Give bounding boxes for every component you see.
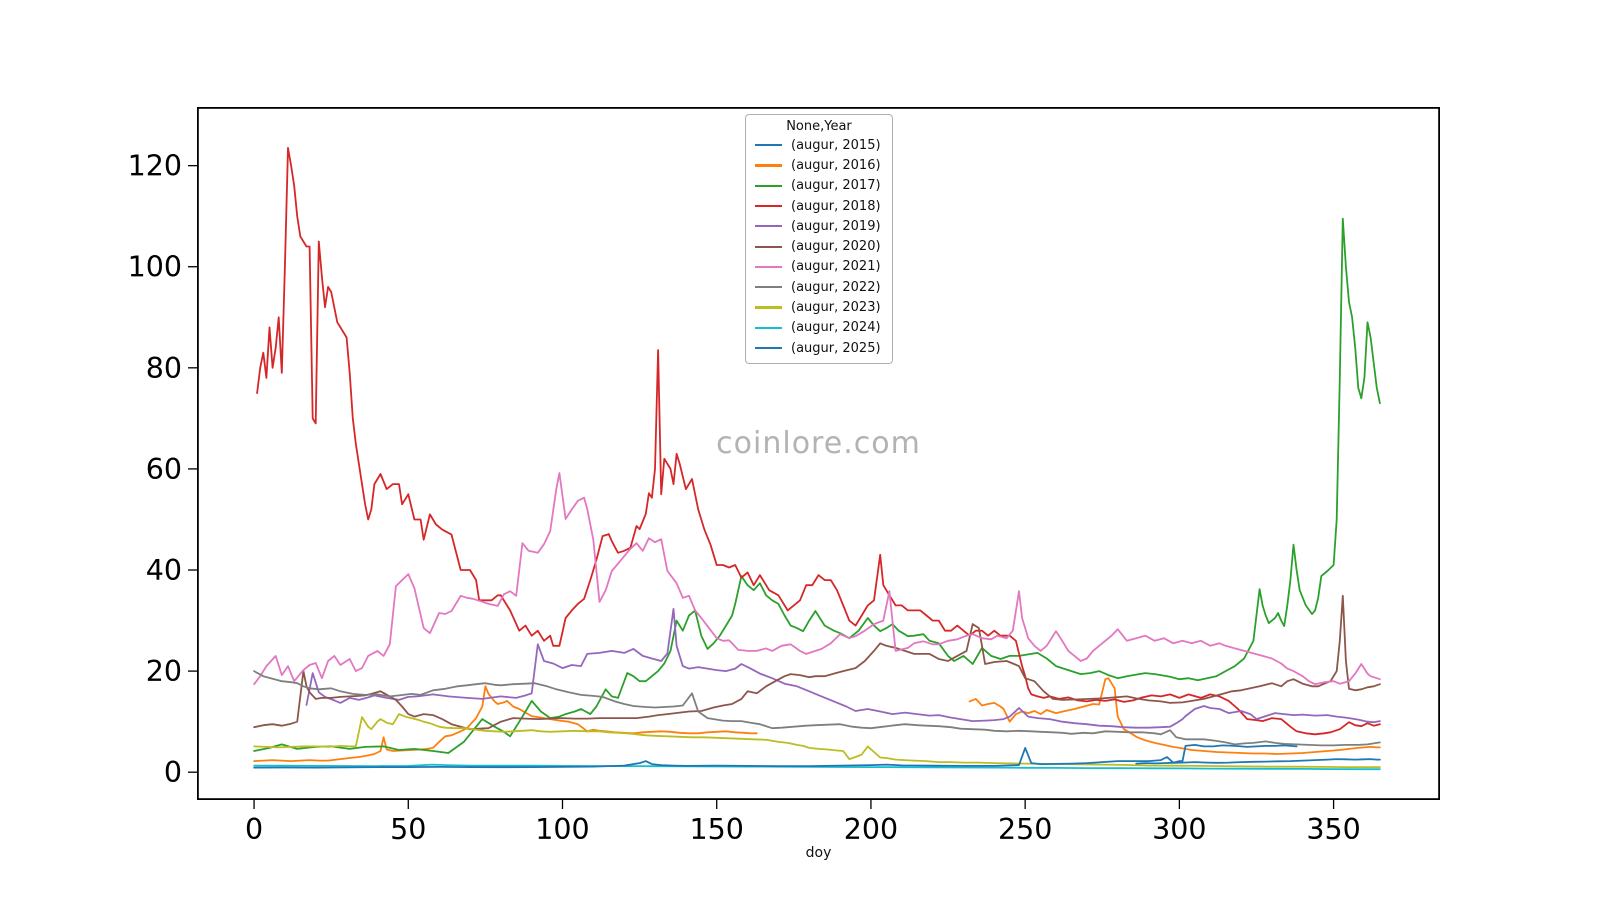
y-tick-label: 100 xyxy=(128,251,182,284)
legend-entry-2024: (augur, 2024) xyxy=(746,318,892,338)
legend-line-swatch xyxy=(755,184,782,187)
x-tick-label: 200 xyxy=(844,813,898,846)
legend-label: (augur, 2022) xyxy=(791,279,881,295)
series-line-2021 xyxy=(253,472,1381,686)
legend-entry-2019: (augur, 2019) xyxy=(746,216,892,236)
legend-entry-2017: (augur, 2017) xyxy=(746,176,892,196)
legend-label: (augur, 2025) xyxy=(791,340,881,356)
legend-label: (augur, 2018) xyxy=(791,198,881,214)
legend-entry-2020: (augur, 2020) xyxy=(746,236,892,256)
x-tick-label: 300 xyxy=(1152,813,1206,846)
series-line-2022 xyxy=(253,670,1381,747)
line-chart-plot-area: 0 50 100 150 200 250 300 350 0 20 40 60 80 100 120 xyxy=(128,106,1440,846)
series-line-2020 xyxy=(253,594,1381,731)
x-tick-label: 250 xyxy=(998,813,1052,846)
legend-entry-2021: (augur, 2021) xyxy=(746,257,892,277)
legend-line-swatch xyxy=(755,286,782,289)
plot-border xyxy=(196,106,1440,801)
legend-line-swatch xyxy=(755,245,782,248)
series-line-2025 xyxy=(253,744,1298,769)
legend-line-swatch xyxy=(755,326,782,329)
series-line-2016 xyxy=(253,685,758,762)
series-group xyxy=(253,147,1381,771)
legend-line-swatch xyxy=(755,347,782,350)
x-axis-label: doy xyxy=(805,845,832,861)
legend-entry-2015: (augur, 2015) xyxy=(746,135,892,155)
x-tick-label: 150 xyxy=(690,813,744,846)
legend-entry-2022: (augur, 2022) xyxy=(746,277,892,297)
legend-label: (augur, 2021) xyxy=(791,259,881,275)
x-tick-label: 0 xyxy=(245,813,263,846)
legend-line-swatch xyxy=(755,265,782,269)
legend-entry-2025: (augur, 2025) xyxy=(746,338,892,358)
series-line-2018 xyxy=(256,147,1381,736)
legend-entry-2016: (augur, 2016) xyxy=(746,155,892,175)
series-line-2023 xyxy=(253,713,1381,768)
legend-label: (augur, 2020) xyxy=(791,239,881,255)
legend-line-swatch xyxy=(755,144,782,147)
legend-label: (augur, 2019) xyxy=(791,218,881,234)
legend-line-swatch xyxy=(755,306,782,309)
legend-line-swatch xyxy=(755,225,782,228)
legend-label: (augur, 2023) xyxy=(791,300,881,316)
y-tick-label: 40 xyxy=(146,554,182,587)
legend-label: (augur, 2017) xyxy=(791,178,881,194)
y-tick-label: 120 xyxy=(128,150,182,183)
y-tick-label: 60 xyxy=(146,453,182,486)
legend-label: (augur, 2015) xyxy=(791,137,881,153)
legend-entry-2023: (augur, 2023) xyxy=(746,297,892,317)
y-tick-label: 80 xyxy=(146,352,182,385)
y-tick-label: 0 xyxy=(164,756,182,789)
x-tick-label: 50 xyxy=(390,813,426,846)
legend-line-swatch xyxy=(755,164,782,167)
legend-label: (augur, 2016) xyxy=(791,157,881,173)
legend-entries: (augur, 2015) (augur, 2016) (augur, 2017) (… xyxy=(746,135,892,358)
y-tick-label: 20 xyxy=(146,655,182,688)
series-line-2017 xyxy=(253,217,1381,754)
legend-entry-2018: (augur, 2018) xyxy=(746,196,892,216)
legend-line-swatch xyxy=(755,204,782,208)
series-line-2019 xyxy=(305,607,1381,729)
x-tick-label: 350 xyxy=(1306,813,1360,846)
x-tick-label: 100 xyxy=(535,813,589,846)
legend: None,Year (augur, 2015) (augur, 2016) (aug… xyxy=(745,114,893,365)
legend-label: (augur, 2024) xyxy=(791,320,881,336)
legend-title: None,Year xyxy=(786,119,852,134)
